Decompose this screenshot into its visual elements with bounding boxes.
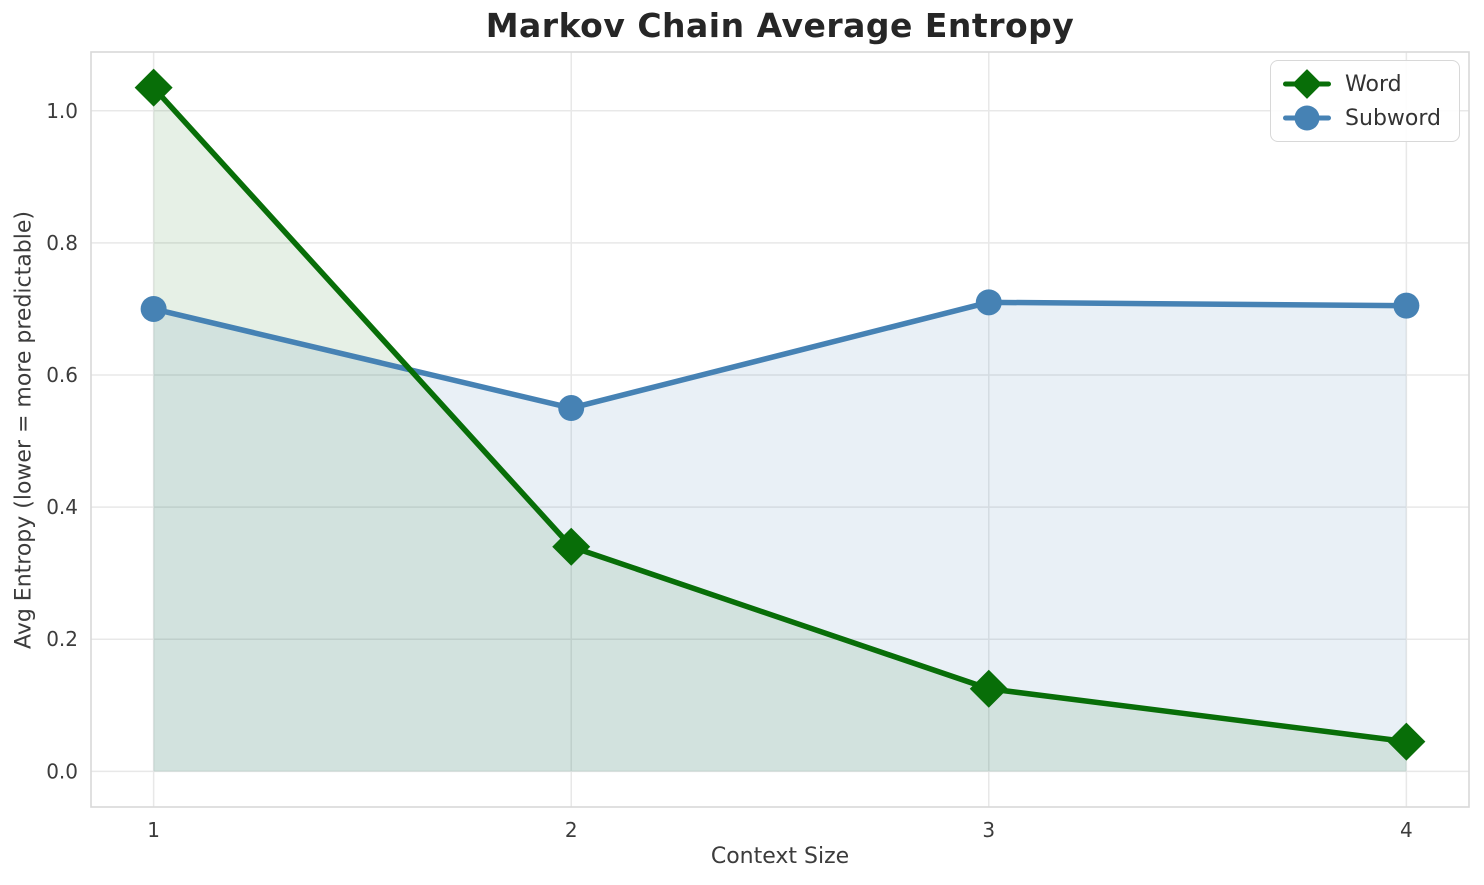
diamond-marker-icon xyxy=(1292,69,1322,99)
circle-marker-icon xyxy=(1294,105,1320,131)
legend-label-word: Word xyxy=(1345,71,1402,97)
series-word-area xyxy=(153,87,1407,772)
series-word-line xyxy=(150,84,1410,745)
y-tick-label: 0.6 xyxy=(46,363,78,387)
legend-item-subword: Subword xyxy=(1283,105,1441,131)
y-tick-label: 0.8 xyxy=(46,231,78,255)
y-tick-label: 1.0 xyxy=(46,99,78,123)
y-tick-label: 0.4 xyxy=(46,495,78,519)
legend-label-subword: Subword xyxy=(1345,105,1441,131)
word-data-point xyxy=(134,68,173,107)
word-data-point xyxy=(1387,722,1426,761)
legend: Word Subword xyxy=(1270,60,1460,142)
chart-title: Markov Chain Average Entropy xyxy=(485,6,1075,45)
plot-border xyxy=(90,51,1470,808)
series-subword-line xyxy=(150,299,1410,411)
x-tick-label: 1 xyxy=(147,818,160,842)
x-axis-label: Context Size xyxy=(710,844,850,869)
word-data-point xyxy=(552,527,591,566)
y-axis-label: Avg Entropy (lower = more predictable) xyxy=(11,211,37,649)
x-tick-label: 2 xyxy=(565,818,578,842)
subword-data-point xyxy=(1393,292,1420,319)
subword-data-point xyxy=(558,395,585,422)
x-tick-label: 3 xyxy=(982,818,995,842)
legend-item-word: Word xyxy=(1283,69,1441,99)
word-data-point xyxy=(969,669,1008,708)
y-tick-label: 0.0 xyxy=(46,759,78,783)
series-subword-area xyxy=(153,302,1407,772)
subword-data-point xyxy=(975,289,1002,316)
word-series-key xyxy=(1283,69,1332,99)
subword-data-point xyxy=(140,295,167,322)
subword-series-key xyxy=(1283,105,1332,131)
y-tick-label: 0.2 xyxy=(46,627,78,651)
x-tick-label: 4 xyxy=(1400,818,1413,842)
